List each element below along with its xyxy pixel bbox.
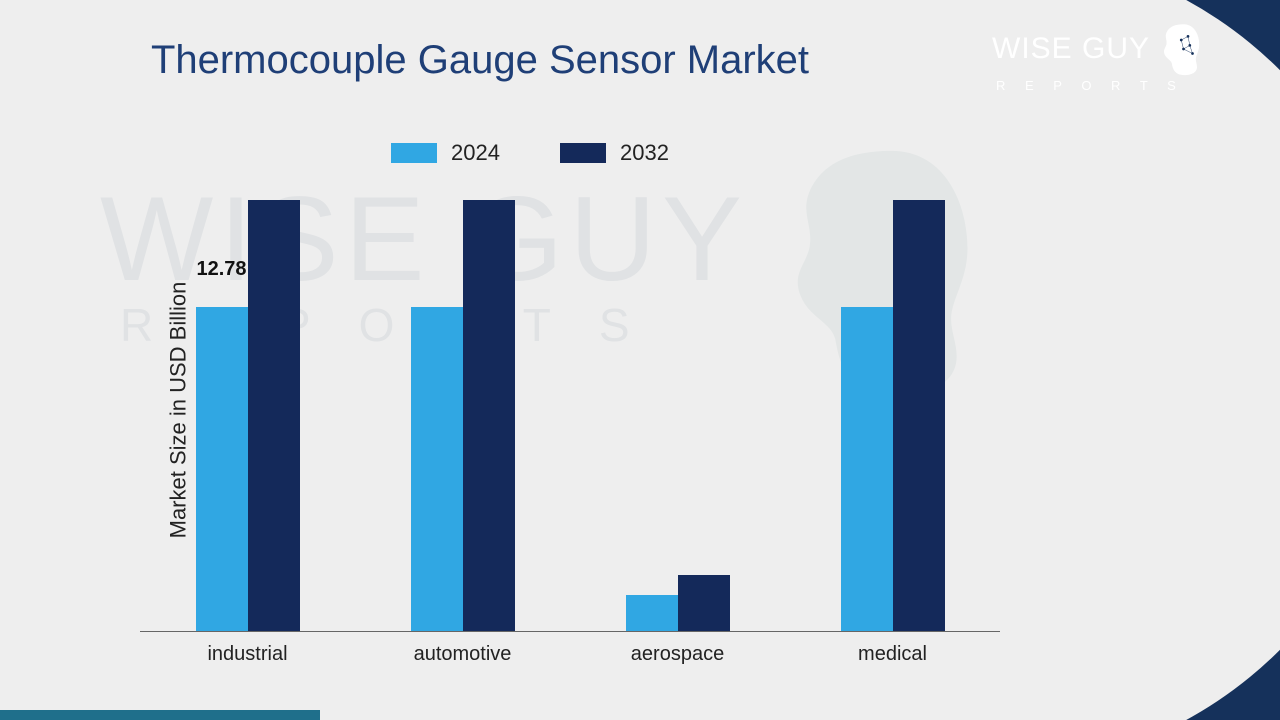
- legend: 2024 2032: [60, 140, 1000, 166]
- chart-title: Thermocouple Gauge Sensor Market: [0, 38, 960, 83]
- plot-area: industrial12.78automotiveaerospacemedica…: [140, 188, 1000, 632]
- category-label: medical: [785, 643, 1000, 666]
- brand-logo: WISE GUY R E P O R T S: [992, 22, 1252, 93]
- brand-subline: R E P O R T S: [996, 78, 1252, 93]
- bottom-accent-bar: [0, 710, 320, 720]
- category-label: aerospace: [570, 643, 785, 666]
- brand-name: WISE GUY: [992, 32, 1150, 66]
- bar-pair: [411, 200, 515, 631]
- bar: [196, 307, 248, 631]
- bar: [463, 200, 515, 631]
- bar: [411, 307, 463, 631]
- bar-value-label: 12.78: [196, 258, 246, 281]
- legend-item: 2032: [560, 140, 669, 166]
- bar: [841, 307, 893, 631]
- bar: [678, 575, 730, 631]
- bar-pair: [626, 575, 730, 631]
- legend-swatch: [391, 143, 437, 163]
- legend-label: 2032: [620, 140, 669, 166]
- legend-swatch: [560, 143, 606, 163]
- legend-item: 2024: [391, 140, 500, 166]
- bar: [248, 200, 300, 631]
- bar-pair: [841, 200, 945, 631]
- legend-label: 2024: [451, 140, 500, 166]
- bar-group: medical: [785, 188, 1000, 632]
- bar: [893, 200, 945, 631]
- chart-card: WISE GUY REPORTS WISE GUY R E P O R T S …: [0, 0, 1280, 720]
- chart-area: Market Size in USD Billion 20242032 indu…: [60, 140, 1000, 680]
- bar-group: automotive: [355, 188, 570, 632]
- bar-group: aerospace: [570, 188, 785, 632]
- head-silhouette-icon: [1156, 22, 1202, 76]
- bar-groups: industrial12.78automotiveaerospacemedica…: [140, 188, 1000, 632]
- category-label: industrial: [140, 643, 355, 666]
- bar: [626, 595, 678, 631]
- bar-group: industrial12.78: [140, 188, 355, 632]
- category-label: automotive: [355, 643, 570, 666]
